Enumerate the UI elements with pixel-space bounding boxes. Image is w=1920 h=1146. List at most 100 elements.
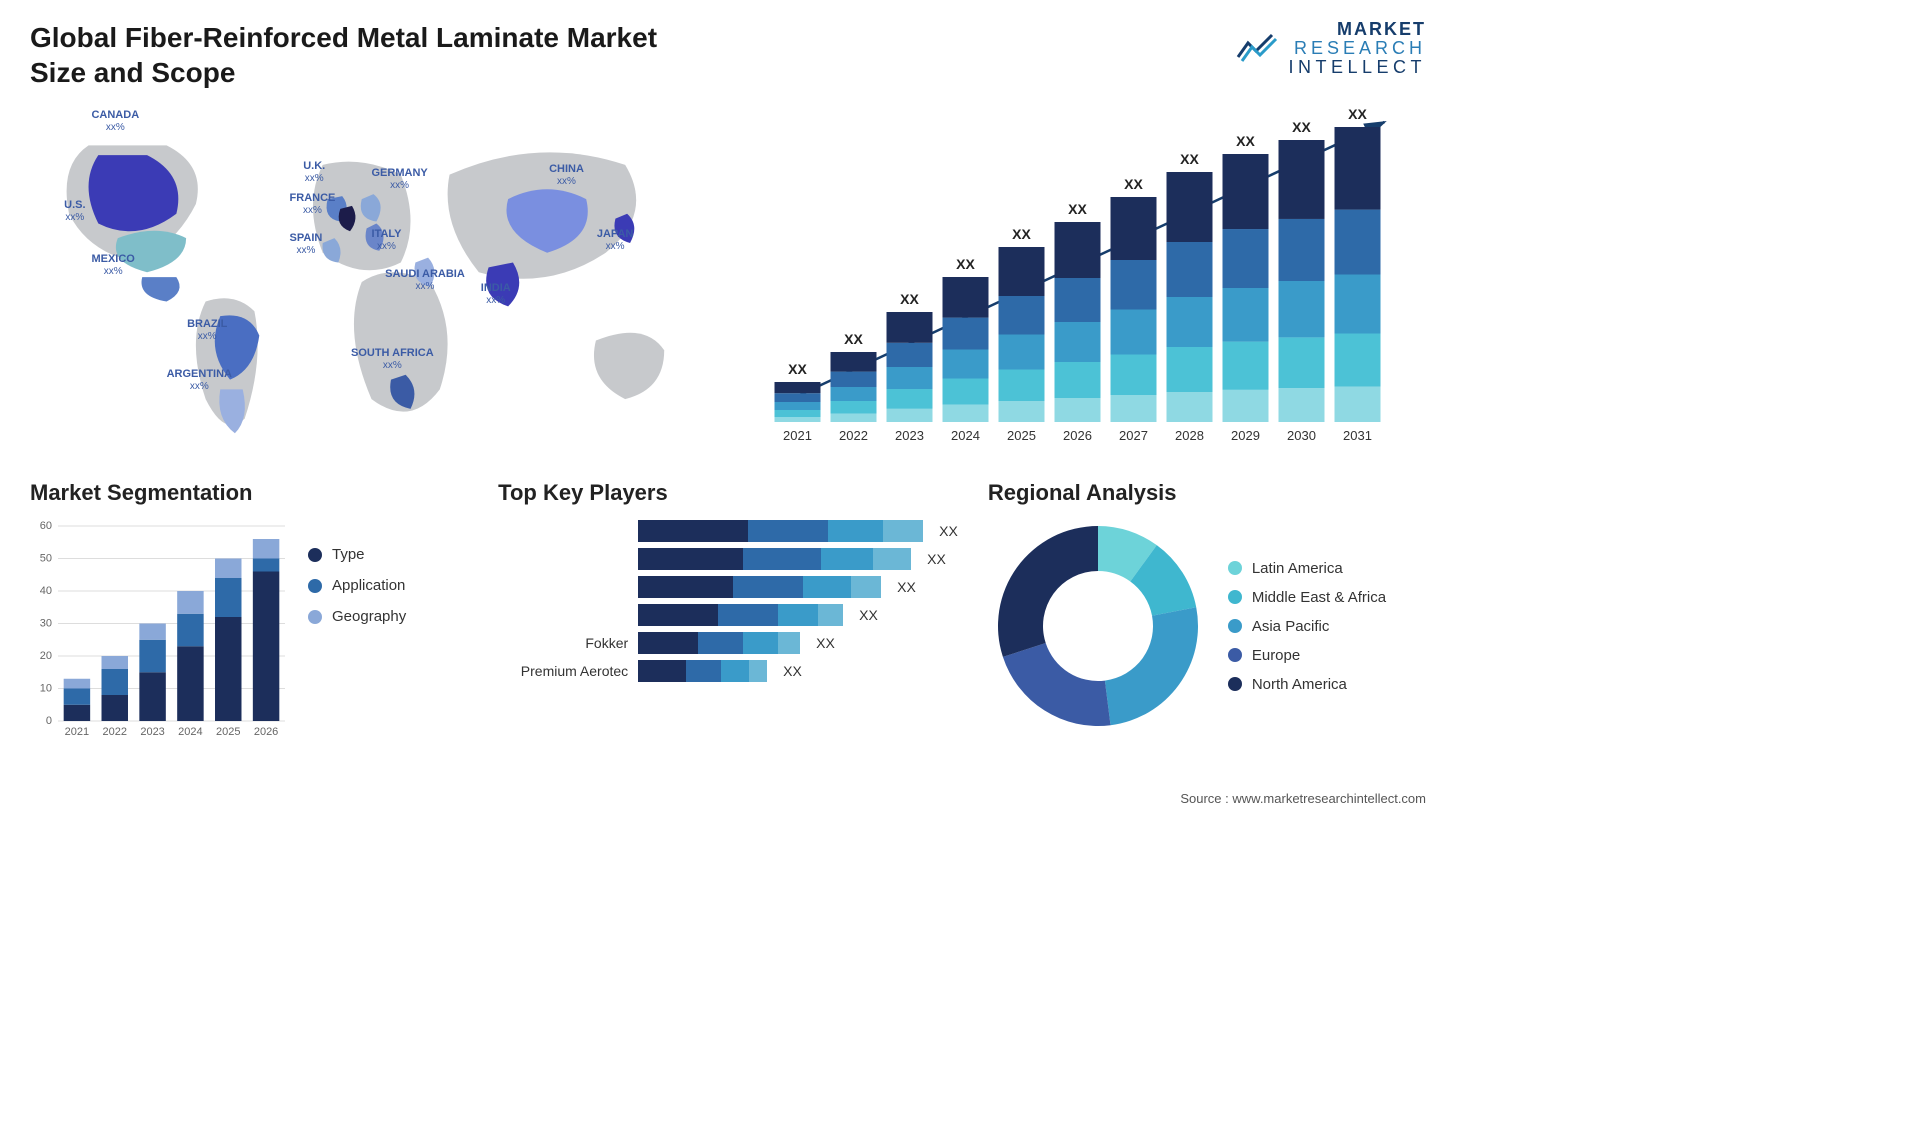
map-label: CANADAxx% [91, 109, 139, 133]
player-value: XX [816, 635, 835, 651]
page-title: Global Fiber-Reinforced Metal Laminate M… [30, 20, 710, 90]
growth-chart-panel: XX2021XX2022XX2023XX2024XX2025XX2026XX20… [743, 102, 1426, 462]
player-bar [638, 632, 800, 654]
svg-text:2026: 2026 [254, 726, 278, 738]
segmentation-title: Market Segmentation [30, 480, 468, 506]
map-label: GERMANYxx% [372, 167, 428, 191]
svg-text:20: 20 [40, 650, 52, 662]
svg-text:2031: 2031 [1343, 428, 1372, 443]
svg-text:XX: XX [1068, 201, 1087, 217]
player-row: XX [498, 520, 958, 542]
legend-item: Application [308, 577, 406, 594]
legend-dot [308, 548, 322, 562]
legend-dot [308, 610, 322, 624]
svg-text:10: 10 [40, 683, 52, 695]
players-title: Top Key Players [498, 480, 958, 506]
svg-text:XX: XX [1124, 176, 1143, 192]
segmentation-legend: Type Application Geography [308, 516, 406, 746]
regional-donut-chart [988, 516, 1208, 736]
player-value: XX [859, 607, 878, 623]
svg-text:2021: 2021 [65, 726, 89, 738]
segmentation-panel: Market Segmentation 0 10 20 30 40 50 60 2021 202… [30, 480, 468, 770]
world-map [30, 102, 713, 462]
svg-text:XX: XX [788, 361, 807, 377]
legend-label: Asia Pacific [1252, 618, 1330, 635]
svg-text:40: 40 [40, 585, 52, 597]
growth-bar-chart: XX2021XX2022XX2023XX2024XX2025XX2026XX20… [743, 102, 1426, 462]
svg-text:XX: XX [956, 256, 975, 272]
player-value: XX [897, 579, 916, 595]
svg-text:XX: XX [1012, 226, 1031, 242]
svg-text:2023: 2023 [140, 726, 164, 738]
player-row: Premium Aerotec XX [498, 660, 958, 682]
logo-icon [1236, 33, 1280, 63]
legend-dot [1228, 648, 1242, 662]
player-bar [638, 604, 843, 626]
svg-text:XX: XX [1236, 133, 1255, 149]
svg-text:2022: 2022 [103, 726, 127, 738]
legend-item: Latin America [1228, 560, 1386, 577]
svg-text:0: 0 [46, 715, 52, 727]
map-label: U.S.xx% [64, 199, 85, 223]
regional-panel: Regional Analysis Latin AmericaMiddle Ea… [988, 480, 1426, 770]
svg-text:2029: 2029 [1231, 428, 1260, 443]
svg-text:2030: 2030 [1287, 428, 1316, 443]
legend-item: Middle East & Africa [1228, 589, 1386, 606]
logo-line3: INTELLECT [1288, 58, 1426, 77]
player-row: XX [498, 576, 958, 598]
svg-text:60: 60 [40, 520, 52, 532]
svg-text:2025: 2025 [216, 726, 240, 738]
legend-label: Middle East & Africa [1252, 589, 1386, 606]
map-label: ARGENTINAxx% [167, 368, 232, 392]
legend-label: Europe [1252, 647, 1300, 664]
player-row: XX [498, 604, 958, 626]
map-label: CHINAxx% [549, 163, 584, 187]
player-value: XX [927, 551, 946, 567]
legend-label: Geography [332, 608, 406, 625]
logo-line1: MARKET [1288, 20, 1426, 39]
map-label: BRAZILxx% [187, 318, 227, 342]
svg-text:XX: XX [1292, 119, 1311, 135]
player-row: Fokker XX [498, 632, 958, 654]
svg-text:2024: 2024 [178, 726, 202, 738]
svg-text:2027: 2027 [1119, 428, 1148, 443]
svg-text:50: 50 [40, 553, 52, 565]
player-bar [638, 660, 767, 682]
brand-logo: MARKET RESEARCH INTELLECT [1236, 20, 1426, 77]
legend-item: Type [308, 546, 406, 563]
map-label: SOUTH AFRICAxx% [351, 347, 434, 371]
player-name: Premium Aerotec [498, 663, 628, 679]
legend-dot [1228, 590, 1242, 604]
legend-label: Application [332, 577, 405, 594]
legend-label: Type [332, 546, 365, 563]
legend-dot [1228, 619, 1242, 633]
legend-dot [1228, 677, 1242, 691]
player-name: Fokker [498, 635, 628, 651]
map-label: INDIAxx% [481, 282, 511, 306]
player-row: XX [498, 548, 958, 570]
svg-text:XX: XX [900, 291, 919, 307]
source-attribution: Source : www.marketresearchintellect.com [1180, 791, 1426, 806]
players-panel: Top Key Players XXXXXXXXFokkerXXPremium … [498, 480, 958, 770]
map-label: MEXICOxx% [91, 253, 134, 277]
map-label: JAPANxx% [597, 228, 633, 252]
map-label: U.K.xx% [303, 160, 325, 184]
svg-text:XX: XX [1180, 151, 1199, 167]
svg-text:XX: XX [1348, 106, 1367, 122]
legend-dot [308, 579, 322, 593]
regional-legend: Latin America Middle East & Africa Asia Pa… [1228, 560, 1386, 693]
player-bar [638, 520, 923, 542]
svg-text:2025: 2025 [1007, 428, 1036, 443]
legend-item: Geography [308, 608, 406, 625]
legend-dot [1228, 561, 1242, 575]
svg-text:2026: 2026 [1063, 428, 1092, 443]
map-label: ITALYxx% [372, 228, 402, 252]
legend-label: Latin America [1252, 560, 1343, 577]
world-map-panel: CANADAxx% U.S.xx% MEXICOxx% BRAZILxx% ARGENT… [30, 102, 713, 462]
player-value: XX [939, 523, 958, 539]
legend-item: Asia Pacific [1228, 618, 1386, 635]
player-value: XX [783, 663, 802, 679]
svg-text:30: 30 [40, 618, 52, 630]
svg-text:2024: 2024 [951, 428, 980, 443]
map-label: SPAINxx% [290, 232, 323, 256]
